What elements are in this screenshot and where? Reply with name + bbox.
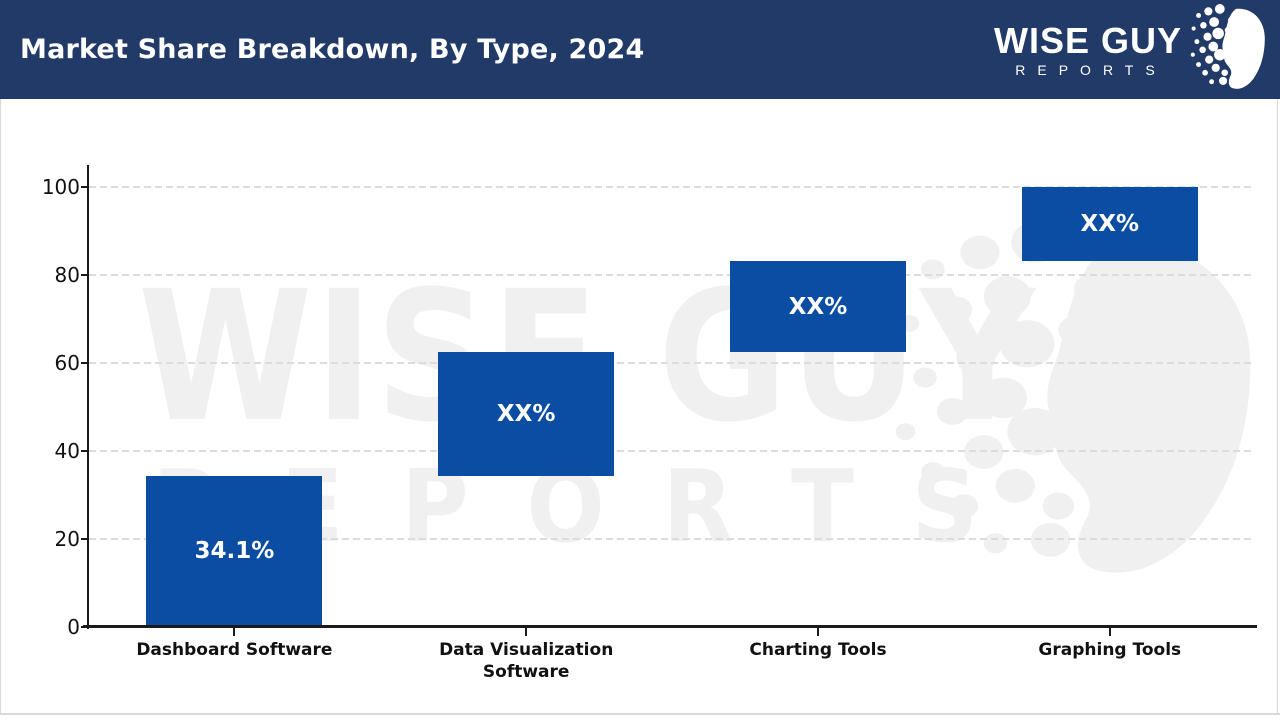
gridline-y-80 bbox=[88, 273, 1253, 276]
bar-segment: XX% bbox=[1021, 186, 1198, 262]
x-tick-mark bbox=[525, 628, 528, 636]
bar-segment: XX% bbox=[438, 351, 615, 477]
x-category-label: Data Visualization Software bbox=[439, 640, 614, 682]
page-title: Market Share Breakdown, By Type, 2024 bbox=[20, 34, 645, 65]
y-tick-label-60: 60 bbox=[54, 350, 80, 375]
wiseguy-logo-text: WISE GUY REPORTS bbox=[993, 19, 1182, 78]
bar-value-label: 34.1% bbox=[194, 538, 275, 565]
y-tick-mark-80 bbox=[80, 273, 89, 276]
x-tick-mark bbox=[233, 628, 236, 636]
x-axis-spine bbox=[83, 625, 1257, 628]
x-category-label: Graphing Tools bbox=[1038, 640, 1182, 660]
y-tick-label-100: 100 bbox=[41, 174, 80, 199]
gridline-y-40 bbox=[88, 449, 1253, 452]
gridline-y-20 bbox=[88, 537, 1253, 540]
y-tick-label-40: 40 bbox=[54, 438, 80, 463]
gridline-y-100 bbox=[88, 185, 1253, 188]
header-band: Market Share Breakdown, By Type, 2024 WI… bbox=[0, 0, 1280, 99]
y-tick-label-80: 80 bbox=[54, 262, 80, 287]
figure-right-edge bbox=[1277, 99, 1278, 715]
gridline-y-60 bbox=[88, 361, 1253, 364]
figure-left-edge bbox=[0, 99, 1, 715]
y-tick-label-0: 0 bbox=[67, 614, 80, 639]
bar-value-label: XX% bbox=[496, 401, 556, 428]
y-tick-label-20: 20 bbox=[54, 526, 80, 551]
y-axis-spine bbox=[86, 165, 89, 629]
x-category-label: Dashboard Software bbox=[136, 640, 333, 660]
wiseguy-logo-name: WISE GUY bbox=[993, 19, 1182, 61]
y-tick-mark-100 bbox=[80, 185, 89, 188]
bar-value-label: XX% bbox=[788, 293, 848, 320]
y-tick-mark-60 bbox=[80, 361, 89, 364]
y-tick-mark-20 bbox=[80, 537, 89, 540]
figure-bottom-edge bbox=[0, 713, 1280, 715]
x-category-label: Charting Tools bbox=[749, 640, 887, 660]
y-tick-mark-40 bbox=[80, 449, 89, 452]
wiseguy-logo: WISE GUY REPORTS bbox=[994, 4, 1272, 94]
x-tick-mark bbox=[1108, 628, 1111, 636]
wiseguy-logo-sub: REPORTS bbox=[1015, 61, 1167, 78]
bar-segment: XX% bbox=[730, 261, 906, 352]
bar-segment: 34.1% bbox=[146, 476, 323, 627]
wiseguy-head-icon bbox=[1190, 4, 1265, 89]
bar-value-label: XX% bbox=[1080, 210, 1140, 237]
x-tick-mark bbox=[817, 628, 819, 636]
